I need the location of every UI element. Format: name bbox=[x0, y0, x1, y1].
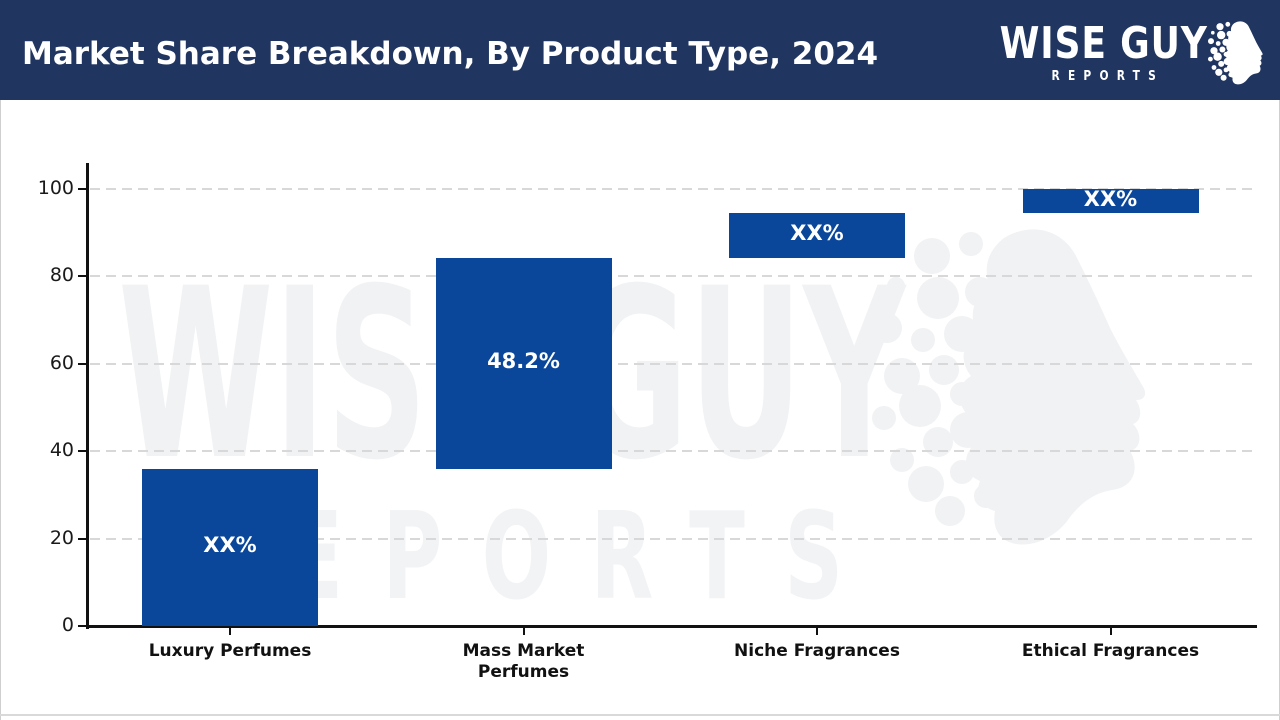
bar-value-label-ethical-fragrances: XX% bbox=[1083, 186, 1138, 211]
y-tick-label-80: 80 bbox=[49, 264, 74, 287]
y-tick-label-0: 0 bbox=[61, 614, 74, 636]
x-category-label-mass-market-perfumes: Mass Market Perfumes bbox=[462, 641, 585, 683]
gridline-60 bbox=[90, 362, 1257, 365]
bar-niche-fragrances bbox=[729, 212, 905, 259]
x-category-label-luxury-perfumes: Luxury Perfumes bbox=[148, 641, 312, 661]
y-tick-20 bbox=[78, 537, 86, 540]
x-tick-niche-fragrances bbox=[816, 628, 818, 635]
y-tick-60 bbox=[78, 362, 86, 365]
gridline-40 bbox=[90, 450, 1257, 453]
bar-value-label-niche-fragrances: XX% bbox=[790, 221, 844, 246]
x-category-label-ethical-fragrances: Ethical Fragrances bbox=[1021, 641, 1200, 661]
wise-guy-logo: WISE GUY REPORTS bbox=[954, 8, 1268, 94]
y-tick-100 bbox=[78, 188, 86, 190]
bar-ethical-fragrances bbox=[1022, 189, 1199, 213]
x-tick-ethical-fragrances bbox=[1109, 628, 1112, 635]
y-tick-label-20: 20 bbox=[49, 526, 74, 549]
y-tick-label-60: 60 bbox=[49, 351, 74, 374]
bar-value-label-luxury-perfumes: XX% bbox=[203, 533, 257, 558]
bar-value-label-mass-market-perfumes: 48.2% bbox=[487, 349, 560, 374]
gridline-20 bbox=[90, 537, 1257, 540]
logo-wordmark: WISE GUY REPORTS bbox=[999, 18, 1208, 85]
y-tick-0 bbox=[78, 625, 86, 627]
x-tick-mass-market-perfumes bbox=[522, 628, 525, 635]
y-tick-40 bbox=[78, 450, 86, 453]
x-category-label-niche-fragrances: Niche Fragrances bbox=[734, 641, 900, 661]
y-tick-label-40: 40 bbox=[49, 439, 74, 462]
chart-title: Market Share Breakdown, By Product Type,… bbox=[22, 36, 879, 72]
y-tick-label-100: 100 bbox=[37, 177, 74, 199]
logo-head-icon bbox=[1208, 21, 1263, 85]
logo-line1: WISE GUY bbox=[999, 18, 1208, 69]
logo-line2: REPORTS bbox=[1051, 69, 1165, 84]
bar-mass-market-perfumes bbox=[435, 258, 612, 469]
x-tick-luxury-perfumes bbox=[229, 628, 231, 635]
gridline-80 bbox=[90, 275, 1257, 278]
x-axis-spine bbox=[86, 625, 1257, 628]
bar-luxury-perfumes bbox=[142, 468, 318, 626]
watermark-head-icon bbox=[872, 229, 1146, 545]
gridline-100 bbox=[90, 188, 1257, 190]
y-tick-80 bbox=[78, 275, 86, 278]
header-bar: Market Share Breakdown, By Product Type,… bbox=[0, 0, 1280, 100]
y-axis-spine bbox=[86, 163, 89, 629]
bottom-rule bbox=[0, 714, 1280, 716]
